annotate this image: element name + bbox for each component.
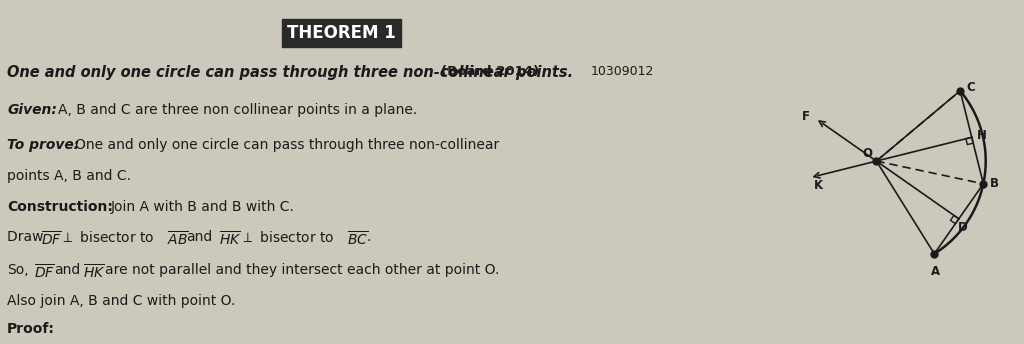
- Text: Construction:: Construction:: [7, 200, 113, 214]
- Text: and: and: [186, 230, 213, 245]
- Text: A: A: [931, 265, 940, 278]
- Text: $\overline{DF}$: $\overline{DF}$: [41, 230, 61, 249]
- Text: Draw: Draw: [7, 230, 48, 245]
- Text: $\overline{HK}$: $\overline{HK}$: [219, 230, 242, 249]
- Text: $\perp$ bisector to: $\perp$ bisector to: [60, 230, 156, 246]
- Text: C: C: [967, 81, 976, 94]
- Text: .: .: [367, 230, 371, 245]
- Text: To prove:: To prove:: [7, 138, 80, 152]
- Text: $\overline{HK}$: $\overline{HK}$: [83, 263, 105, 281]
- Text: B: B: [990, 177, 998, 190]
- Text: O: O: [862, 147, 872, 160]
- Text: $\overline{AB}$: $\overline{AB}$: [167, 230, 189, 249]
- Text: H: H: [977, 129, 986, 142]
- Text: D: D: [958, 221, 968, 234]
- Text: (Board 2014): (Board 2014): [441, 65, 540, 78]
- Text: $\overline{DF}$: $\overline{DF}$: [34, 263, 55, 281]
- Text: points A, B and C.: points A, B and C.: [7, 169, 131, 183]
- Text: Proof:: Proof:: [7, 322, 55, 336]
- Text: One and only one circle can pass through three non-collinear: One and only one circle can pass through…: [75, 138, 499, 152]
- Text: K: K: [813, 179, 822, 192]
- Text: One and only one circle can pass through three non-collinear points.: One and only one circle can pass through…: [7, 65, 573, 80]
- Text: 10309012: 10309012: [591, 65, 654, 78]
- Text: $\overline{BC}$: $\overline{BC}$: [347, 230, 369, 249]
- Text: Join A with B and B with C.: Join A with B and B with C.: [111, 200, 294, 214]
- Text: are not parallel and they intersect each other at point O.: are not parallel and they intersect each…: [104, 263, 499, 277]
- Text: A, B and C are three non collinear points in a plane.: A, B and C are three non collinear point…: [58, 103, 418, 117]
- Text: $\perp$ bisector to: $\perp$ bisector to: [240, 230, 335, 246]
- Text: Also join A, B and C with point O.: Also join A, B and C with point O.: [7, 294, 236, 308]
- Text: So,: So,: [7, 263, 29, 277]
- Text: F: F: [802, 110, 810, 123]
- Text: and: and: [54, 263, 80, 277]
- Text: THEOREM 1: THEOREM 1: [287, 24, 396, 42]
- Text: Given:: Given:: [7, 103, 57, 117]
